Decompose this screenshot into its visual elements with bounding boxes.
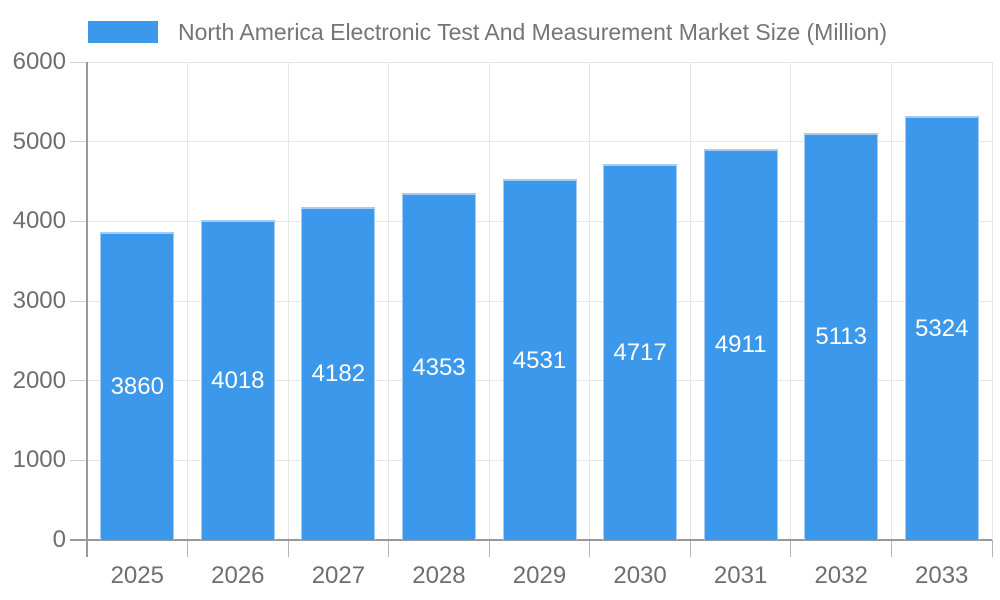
x-axis-tick (589, 540, 591, 557)
y-axis-label: 6000 (12, 48, 66, 75)
legend-label: North America Electronic Test And Measur… (178, 18, 888, 45)
x-axis-tick (287, 540, 289, 557)
x-gridline (689, 62, 691, 540)
bar-2031[interactable]: 4911 (703, 148, 778, 540)
bar-value-label: 5113 (815, 323, 867, 351)
bar-2027[interactable]: 4182 (301, 206, 376, 540)
y-axis-tick (70, 61, 87, 63)
x-axis-tick (790, 540, 792, 557)
bar-2030[interactable]: 4717 (603, 164, 678, 540)
x-axis-tick (187, 540, 189, 557)
y-gridline (87, 141, 992, 143)
bar-value-label: 4911 (714, 331, 767, 359)
bar-value-label: 4182 (311, 360, 366, 388)
x-axis-tick (991, 540, 993, 557)
y-axis-tick (70, 220, 87, 222)
x-gridline (388, 62, 390, 540)
x-axis-line (70, 539, 992, 541)
bar-value-label: 4531 (512, 346, 567, 374)
y-axis-label: 3000 (12, 287, 66, 314)
x-gridline (589, 62, 591, 540)
x-gridline (187, 62, 189, 540)
bar-value-label: 4018 (211, 366, 265, 394)
bar-2033[interactable]: 5324 (904, 115, 979, 540)
y-axis-label: 5000 (12, 127, 66, 155)
bar-value-label: 5324 (915, 314, 969, 342)
x-gridline (890, 62, 892, 540)
x-axis-label: 2032 (814, 562, 868, 589)
legend-swatch (88, 21, 158, 43)
x-axis-label: 2025 (110, 562, 164, 589)
y-axis-label: 2000 (12, 366, 66, 394)
bar-2028[interactable]: 4353 (401, 193, 476, 540)
x-axis-label: 2027 (311, 562, 366, 589)
y-axis-line (86, 62, 88, 557)
bar-2026[interactable]: 4018 (200, 219, 275, 540)
x-axis-label: 2030 (613, 562, 667, 589)
x-axis-tick (388, 540, 390, 557)
x-axis-label: 2029 (512, 562, 567, 589)
x-axis-tick (890, 540, 892, 557)
y-axis-tick (70, 380, 87, 382)
x-axis-label: 2033 (915, 562, 969, 589)
bar-value-label: 4717 (613, 339, 667, 367)
x-gridline (991, 62, 993, 540)
x-axis-label: 2026 (211, 562, 265, 589)
legend-item[interactable]: North America Electronic Test And Measur… (88, 14, 887, 50)
y-axis-label: 1000 (12, 446, 66, 474)
x-axis-label: 2028 (412, 562, 466, 589)
x-axis-tick (689, 540, 691, 557)
bar-2029[interactable]: 4531 (502, 179, 577, 540)
x-axis-tick (488, 540, 490, 557)
x-axis-label: 2031 (713, 562, 768, 589)
y-axis-tick (70, 300, 87, 302)
y-gridline (87, 61, 992, 63)
x-gridline (488, 62, 490, 540)
y-axis-tick (70, 141, 87, 143)
bar-2025[interactable]: 3860 (100, 232, 175, 540)
y-axis-label: 0 (52, 526, 66, 553)
y-axis-tick (70, 459, 87, 461)
x-gridline (790, 62, 792, 540)
bar-2032[interactable]: 5113 (804, 132, 879, 540)
bar-value-label: 4353 (412, 353, 466, 381)
y-axis-label: 4000 (12, 207, 66, 235)
bar-value-label: 3860 (110, 373, 164, 401)
x-gridline (287, 62, 289, 540)
